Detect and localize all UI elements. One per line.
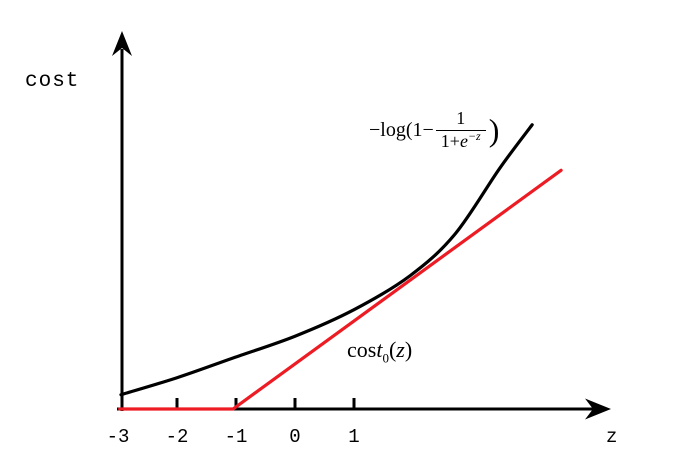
formula-closing-paren: ): [488, 111, 500, 148]
formula-denominator-e: e: [459, 130, 468, 151]
logistic-cost-formula: −log(1− 1 1+e−z ): [369, 108, 500, 152]
hinge-label-t: t: [376, 337, 383, 362]
svg-text:-2: -2: [166, 426, 189, 448]
svg-text:-1: -1: [225, 426, 248, 448]
x-axis-label: z: [606, 426, 618, 448]
svg-text:1: 1: [348, 426, 359, 448]
hinge-label-open-paren: (: [388, 337, 397, 362]
hinge-label-z: z: [396, 337, 405, 362]
formula-denominator-base: 1+: [440, 130, 460, 151]
svg-text:-3: -3: [107, 426, 130, 448]
formula-denominator-exponent: −z: [467, 128, 481, 143]
hinge-label-close-paren: ): [404, 337, 413, 362]
formula-numerator: 1: [456, 108, 466, 128]
formula-prefix: −log(1−: [369, 119, 434, 142]
formula-fraction: 1 1+e−z: [435, 108, 486, 152]
hinge-label-subscript: 0: [382, 350, 389, 366]
formula-denominator: 1+e−z: [435, 128, 486, 152]
hinge-label-cos: cos: [347, 337, 377, 362]
y-axis-label: cost: [25, 70, 80, 93]
hinge-cost-label: cost0(z): [347, 337, 413, 366]
svg-text:0: 0: [289, 426, 300, 448]
